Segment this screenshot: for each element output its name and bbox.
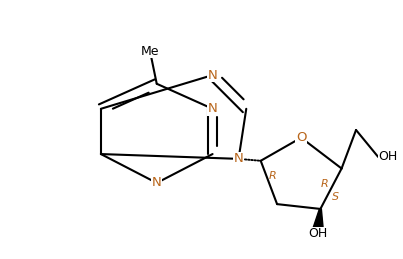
Text: O: O <box>296 131 306 144</box>
Text: Me: Me <box>141 45 159 57</box>
Text: OH: OH <box>308 227 327 240</box>
Text: OH: OH <box>378 150 397 163</box>
Text: N: N <box>208 69 218 82</box>
Polygon shape <box>311 209 324 235</box>
Text: S: S <box>332 192 339 202</box>
Text: R: R <box>268 171 276 181</box>
Text: R: R <box>320 179 328 189</box>
Text: N: N <box>208 102 218 115</box>
Text: N: N <box>234 152 243 165</box>
Text: N: N <box>152 176 162 189</box>
